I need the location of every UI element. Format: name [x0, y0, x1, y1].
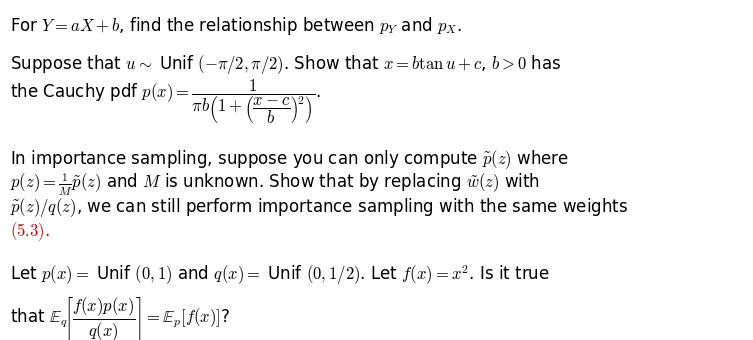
Text: $\tilde{p}(z)/q(z)$, we can still perform importance sampling with the same weig: $\tilde{p}(z)/q(z)$, we can still perfor… — [10, 196, 628, 219]
Text: Let $p(x) =$ Unif $(0, 1)$ and $q(x) =$ Unif $(0, 1/2)$. Let $f(x) = x^2$. Is it: Let $p(x) =$ Unif $(0, 1)$ and $q(x) =$ … — [10, 263, 550, 287]
Text: For $Y = aX + b$, find the relationship between $p_Y$ and $p_X$.: For $Y = aX + b$, find the relationship … — [10, 15, 462, 37]
Text: In importance sampling, suppose you can only compute $\tilde{p}(z)$ where: In importance sampling, suppose you can … — [10, 148, 569, 171]
Text: Suppose that $u \sim$ Unif $(-\pi/2, \pi/2)$. Show that $x = b\tan u + c$, $b > : Suppose that $u \sim$ Unif $(-\pi/2, \pi… — [10, 53, 562, 76]
Text: $(5.3)$.: $(5.3)$. — [10, 220, 50, 243]
Text: that $\mathbb{E}_q\!\left[\dfrac{f(x)p(x)}{q(x)}\right] = \mathbb{E}_p[f(x)]$?: that $\mathbb{E}_q\!\left[\dfrac{f(x)p(x… — [10, 295, 230, 340]
Text: the Cauchy pdf $p(x) = \dfrac{1}{\pi b\left(1+\left(\dfrac{x-c}{b}\right)^{\!2}\: the Cauchy pdf $p(x) = \dfrac{1}{\pi b\l… — [10, 78, 321, 126]
Text: $p(z) = \frac{1}{M}\tilde{p}(z)$ and $M$ is unknown. Show that by replacing $\ti: $p(z) = \frac{1}{M}\tilde{p}(z)$ and $M$… — [10, 172, 540, 198]
